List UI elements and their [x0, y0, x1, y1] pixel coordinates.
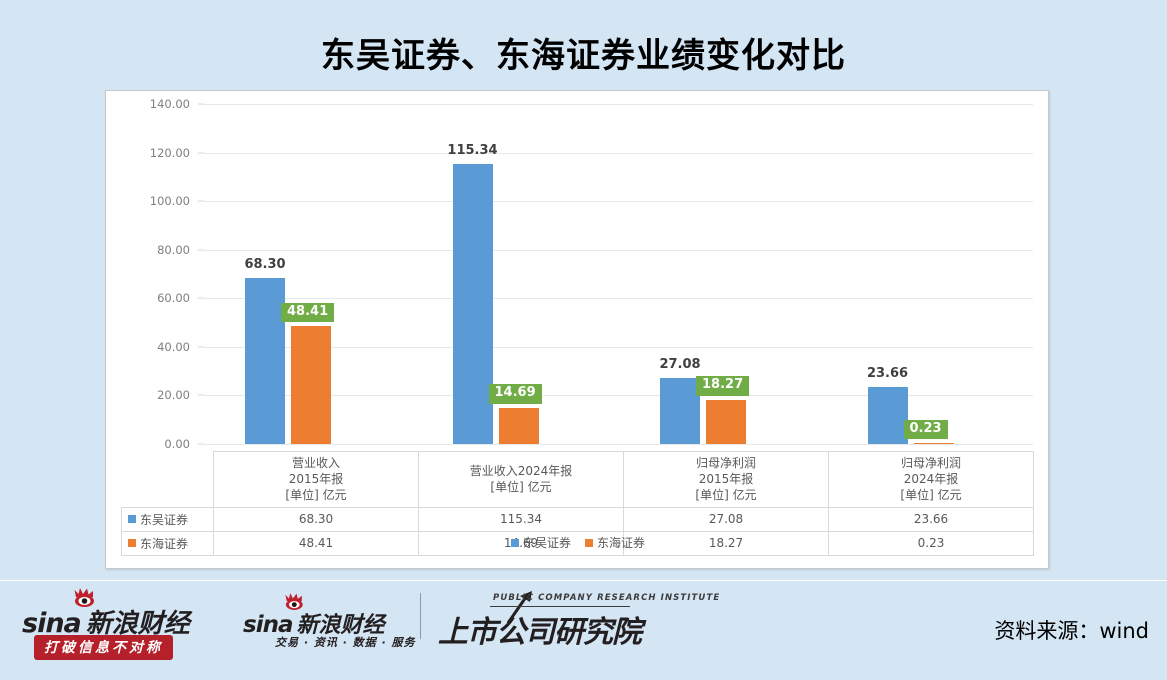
sina-finance-logo-primary: sina 新浪财经 打破信息不对称 — [22, 588, 202, 660]
table-cell: 23.66 — [828, 506, 1034, 532]
bar-series-donghai[interactable] — [706, 399, 746, 444]
gridline — [203, 346, 1033, 348]
y-axis-tick-label: 60.00 — [157, 291, 190, 306]
chart-panel: 0.00 20.00 40.00 60.00 80.00 100.00 120.00 140.… — [105, 90, 1049, 569]
bar-value-label: 27.08 — [659, 357, 701, 373]
y-axis-tick-label: 20.00 — [157, 388, 190, 403]
category-header-cell: 归母净利润 2024年报 [单位] 亿元 — [828, 451, 1034, 508]
category-header-cell: 营业收入2024年报 [单位] 亿元 — [418, 451, 624, 508]
y-axis-tick-mark — [198, 443, 204, 445]
gridline — [203, 298, 1033, 300]
gridline — [203, 444, 1033, 445]
table-header-row: 营业收入 2015年报 [单位] 亿元 营业收入2024年报 [单位] 亿元 归母净利润 2… — [122, 451, 1034, 508]
legend-item[interactable]: 东吴证券 — [510, 534, 571, 551]
bar-value-label-badge: 0.23 — [903, 419, 948, 440]
legend-label: 东海证券 — [597, 536, 646, 550]
table-cell: 14.69 — [418, 530, 624, 556]
bar-value-label: 115.34 — [447, 142, 498, 158]
y-axis-tick-mark — [198, 249, 204, 251]
table-row: 东吴证券 68.30 115.34 27.08 23.66 — [121, 506, 1034, 532]
table-row-header: 东海证券 — [121, 530, 214, 556]
series-color-swatch-icon — [128, 539, 136, 548]
y-axis-tick-label: 80.00 — [157, 242, 190, 257]
table-cell: 0.23 — [828, 530, 1034, 556]
bar-group: 115.34 14.69 — [411, 104, 619, 444]
institute-logo-english: PUBLIC COMPANY RESEARCH INSTITUTE — [493, 593, 721, 603]
bar-value-label-badge: 48.41 — [281, 302, 335, 323]
institute-logo-chinese: 上市公司研究院 — [438, 615, 642, 650]
y-axis-tick-label: 100.00 — [149, 194, 190, 209]
bar-series-dongwu[interactable] — [452, 163, 493, 444]
bar-value-label: 23.66 — [866, 365, 909, 381]
bar-value-label-badge: 14.69 — [488, 384, 542, 405]
bar-group: 68.30 48.41 — [203, 104, 411, 444]
table-cell: 115.34 — [418, 506, 624, 532]
y-axis-tick-label: 140.00 — [149, 97, 190, 111]
sina-logo-en: sina — [243, 612, 293, 638]
logo-divider — [420, 593, 421, 639]
gridline — [203, 201, 1033, 203]
up-arrow-icon — [506, 591, 532, 624]
legend-item[interactable]: 东海证券 — [585, 534, 645, 551]
sina-eye-icon — [74, 588, 94, 607]
legend-color-swatch-icon — [510, 538, 519, 547]
sina-logo-en: sina — [22, 608, 82, 639]
plot-area: 68.30 48.41 115.34 14.69 27.08 18.27 23.66 0.23 — [203, 104, 1034, 445]
gridline — [203, 249, 1033, 251]
y-axis-tick-mark — [198, 346, 204, 348]
research-institute-logo: PUBLIC COMPANY RESEARCH INSTITUTE 上市公司研究… — [438, 591, 719, 650]
footer: sina 新浪财经 打破信息不对称 sina 新浪财经 交易 · 资讯 · 数据 ·… — [0, 581, 1167, 680]
table-row: 东海证券 48.41 14.69 18.27 0.23 — [121, 530, 1034, 556]
gridline — [203, 152, 1033, 154]
bar-group: 27.08 18.27 — [618, 104, 826, 444]
bar-series-dongwu[interactable] — [245, 278, 285, 444]
y-axis-tick-label: 40.00 — [157, 339, 190, 354]
series-color-swatch-icon — [128, 515, 136, 524]
bar-value-label: 68.30 — [244, 257, 286, 273]
table-row-header: 东吴证券 — [121, 506, 214, 532]
bar-series-dongwu[interactable] — [660, 378, 700, 444]
sina-eye-icon — [285, 593, 303, 610]
bar-series-donghai[interactable] — [913, 443, 954, 444]
sina-logo-cn: 新浪财经 — [296, 613, 385, 638]
category-header-cell: 归母净利润 2015年报 [单位] 亿元 — [623, 451, 829, 508]
sina-logo-cn: 新浪财经 — [85, 609, 190, 639]
bar-series-donghai[interactable] — [291, 326, 331, 444]
y-axis-tick-mark — [198, 394, 204, 396]
y-axis-tick-mark — [198, 103, 204, 105]
sina-logo-tagline: 打破信息不对称 — [34, 635, 173, 660]
y-axis-tick-label: 120.00 — [149, 145, 190, 160]
sina-logo-subtitle: 交易 · 资讯 · 数据 · 服务 — [275, 636, 416, 649]
table-corner-cell — [122, 452, 214, 508]
y-axis: 0.00 20.00 40.00 60.00 80.00 100.00 120.00 140.… — [106, 97, 204, 451]
table-cell: 68.30 — [213, 506, 419, 532]
legend-label: 东吴证券 — [522, 536, 571, 550]
y-axis-tick-label: 0.00 — [164, 437, 190, 451]
page-title: 东吴证券、东海证券业绩变化对比 — [321, 36, 846, 76]
bar-value-label-badge: 18.27 — [696, 375, 750, 396]
institute-logo-rule — [490, 606, 630, 607]
gridline — [203, 395, 1033, 397]
legend-color-swatch-icon — [585, 538, 593, 547]
table-cell: 27.08 — [623, 506, 829, 532]
bar-series-dongwu[interactable] — [867, 386, 908, 444]
source-note: 资料来源：wind — [994, 619, 1149, 643]
table-cell: 18.27 — [623, 530, 829, 556]
bar-group: 23.66 0.23 — [826, 104, 1034, 444]
y-axis-tick-mark — [198, 200, 204, 202]
y-axis-tick-mark — [198, 152, 204, 154]
category-header-cell: 营业收入 2015年报 [单位] 亿元 — [213, 451, 419, 508]
y-axis-tick-mark — [198, 297, 204, 299]
table-cell: 48.41 — [213, 530, 419, 556]
chart-legend: 东吴证券 东海证券 — [106, 534, 1050, 551]
sina-finance-logo-secondary: sina 新浪财经 交易 · 资讯 · 数据 · 服务 — [243, 593, 415, 651]
bar-series-donghai[interactable] — [498, 408, 539, 444]
gridline — [203, 104, 1033, 105]
footer-divider — [0, 580, 1167, 581]
chart-data-table: 营业收入 2015年报 [单位] 亿元 营业收入2024年报 [单位] 亿元 归母净利润 2… — [121, 451, 1034, 556]
